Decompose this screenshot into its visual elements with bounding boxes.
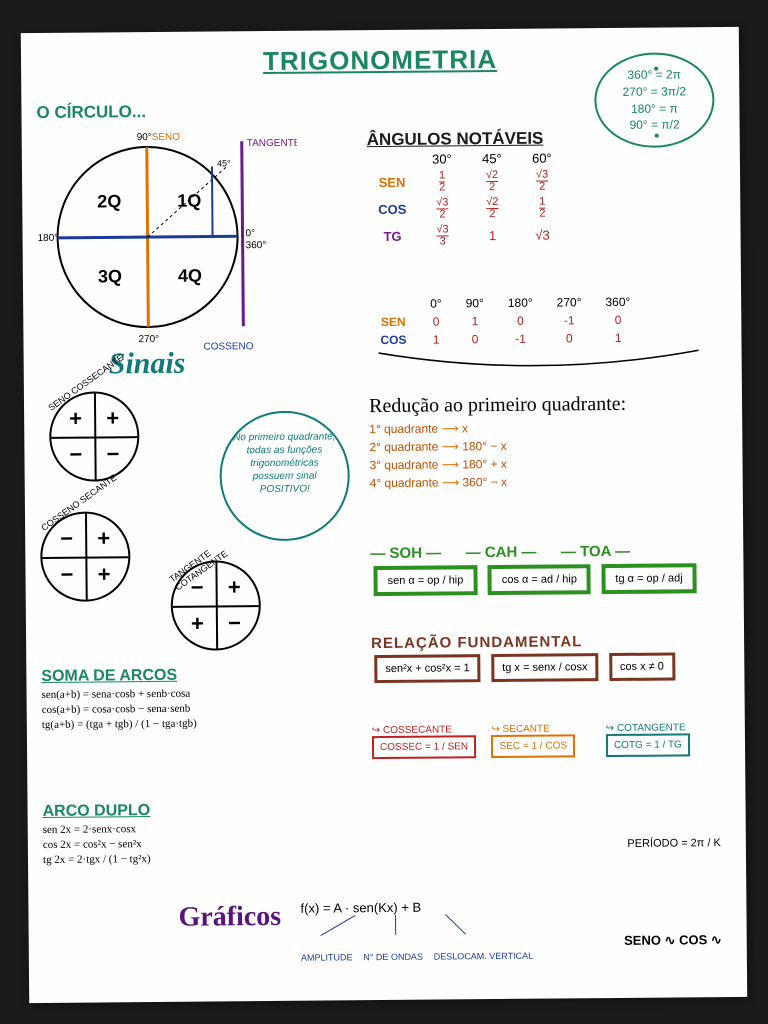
double-heading: ARCO DUPLO xyxy=(43,800,343,821)
cossec-box: COSSEC = 1 / SEN xyxy=(372,735,476,759)
cloud-line: 180° = π xyxy=(604,100,704,118)
cah-box: cos α = ad / hip xyxy=(488,564,591,595)
svg-text:2Q: 2Q xyxy=(97,191,121,211)
unit-circle-section: O CÍRCULO... 1Q 2Q 3Q 4Q 90° 0° 360° 180… xyxy=(36,101,308,358)
pythag-identity: sen²x + cos²x = 1 xyxy=(374,654,481,683)
sincos-quadrantal-section: 0°90°180°270°360° SEN010-10 COS10-101 xyxy=(368,292,719,381)
signs-heading: Sinais xyxy=(109,345,339,381)
svg-text:90°: 90° xyxy=(137,132,152,143)
tan-identity: tg x = senx / cosx xyxy=(491,653,599,682)
cotg-box: COTG = 1 / TG xyxy=(606,733,690,757)
reduction-heading: Redução ao primeiro quadrante: xyxy=(369,392,739,418)
svg-text:1Q: 1Q xyxy=(177,191,201,211)
tip-bubble: No primeiro quadrante, todas as funções … xyxy=(219,410,350,541)
svg-text:3Q: 3Q xyxy=(98,266,122,286)
signs-circle-sen: ++ −− xyxy=(49,391,140,482)
study-sheet: TRIGONOMETRIA 360° = 2π 270° = 3π/2 180°… xyxy=(21,27,747,1003)
angles-table: 30°45°60° SEN 12 √22 √32 COS √32 √22 12 … xyxy=(367,148,568,250)
toa-box: tg α = op / adj xyxy=(601,563,696,594)
sine-cosine-waves: SENO ∿ COS ∿ xyxy=(624,932,722,949)
signs-circle-tan: −+ +− xyxy=(170,560,261,651)
sec-box: SEC = 1 / COS xyxy=(491,734,575,758)
svg-text:180°: 180° xyxy=(38,233,59,244)
svg-text:270°: 270° xyxy=(138,334,159,345)
sum-formulas-section: SOMA DE ARCOS sen(a+b) = sena·cosb + sen… xyxy=(41,665,352,734)
circle-heading: O CÍRCULO... xyxy=(36,101,306,123)
svg-text:360°: 360° xyxy=(246,240,267,251)
svg-text:0°: 0° xyxy=(245,228,255,239)
signs-circle-cos: −+ −+ xyxy=(40,511,131,602)
svg-text:TANGENTE: TANGENTE xyxy=(247,138,299,149)
quadrantal-table: 0°90°180°270°360° SEN010-10 COS10-101 xyxy=(368,293,643,349)
unit-circle-diagram: 1Q 2Q 3Q 4Q 90° 0° 360° 180° 270° 45° SE… xyxy=(37,121,299,353)
cloud-line: 360° = 2π xyxy=(604,66,704,84)
fundamental-relation-section: RELAÇÃO FUNDAMENTAL sen²x + cos²x = 1 tg… xyxy=(371,632,751,686)
soh-box: sen α = op / hip xyxy=(373,565,477,596)
period-formula: PERÍODO = 2π / K xyxy=(627,837,721,850)
fx-formula: f(x) = A · sen(Kx) + B AMPLITUDE N° DE O… xyxy=(300,899,533,964)
reduction-section: Redução ao primeiro quadrante: 1° quadra… xyxy=(369,392,740,494)
double-angle-section: ARCO DUPLO sen 2x = 2·senx·cosx cos 2x =… xyxy=(43,800,344,869)
graphs-section: Gráficos f(x) = A · sen(Kx) + B AMPLITUD… xyxy=(178,897,759,965)
sum-heading: SOMA DE ARCOS xyxy=(41,665,351,686)
graphs-heading: Gráficos xyxy=(178,901,281,934)
cos-nonzero: cos x ≠ 0 xyxy=(609,652,675,681)
angles-heading: ÂNGULOS NOTÁVEIS xyxy=(367,128,627,150)
reciprocal-section: ↪ COSSECANTE COSSEC = 1 / SEN ↪ SECANTE … xyxy=(372,722,768,759)
notable-angles-section: ÂNGULOS NOTÁVEIS 30°45°60° SEN 12 √22 √3… xyxy=(367,128,628,250)
svg-text:45°: 45° xyxy=(217,158,231,168)
svg-text:4Q: 4Q xyxy=(178,266,202,286)
sohcahtoa-section: — SOH — — CAH — — TOA — sen α = op / hip… xyxy=(370,542,740,599)
cloud-line: 270° = 3π/2 xyxy=(604,83,704,101)
svg-text:SENO: SENO xyxy=(152,132,181,143)
relation-heading: RELAÇÃO FUNDAMENTAL xyxy=(371,632,751,652)
